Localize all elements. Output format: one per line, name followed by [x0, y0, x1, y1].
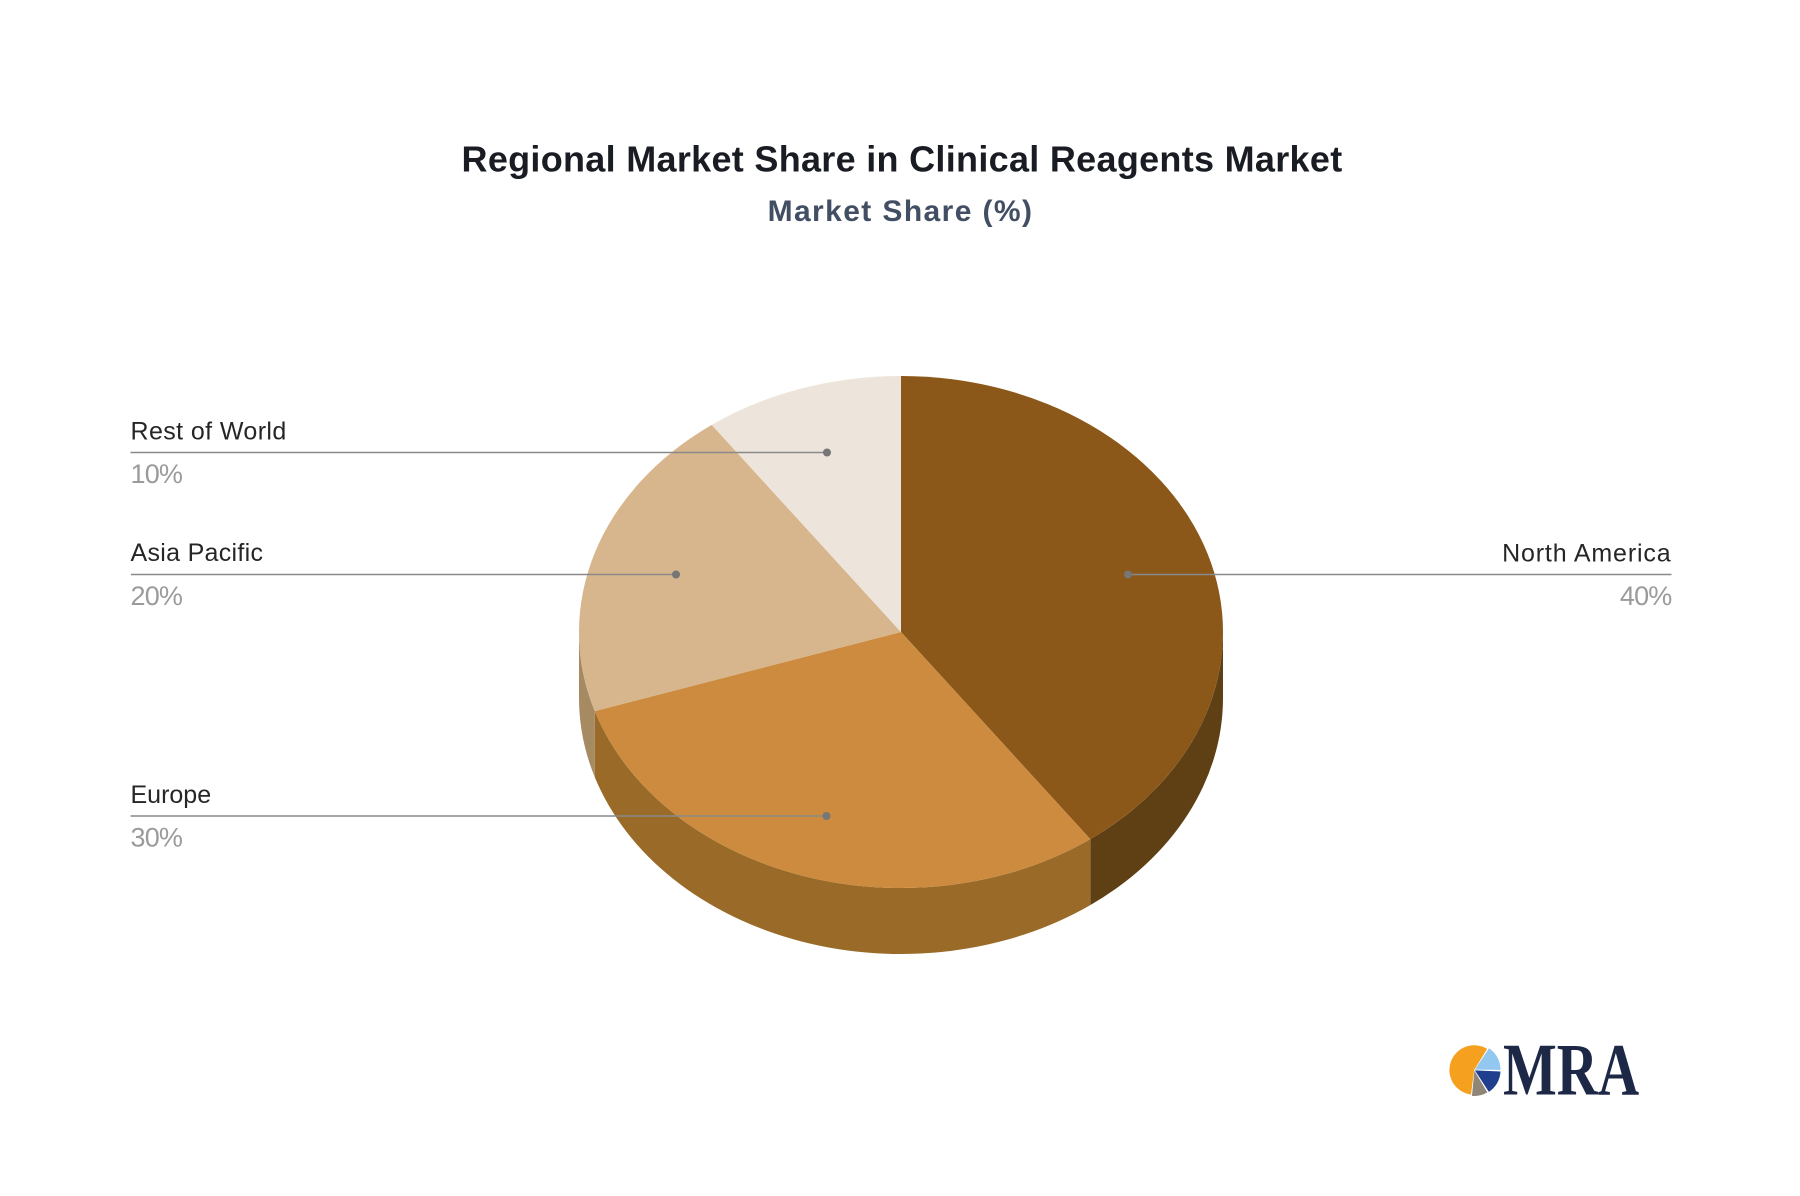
svg-text:30%: 30% — [131, 823, 183, 853]
svg-text:Regional Market Share in Clini: Regional Market Share in Clinical Reagen… — [462, 138, 1343, 179]
svg-text:40%: 40% — [1620, 581, 1672, 611]
svg-text:Europe: Europe — [131, 781, 212, 809]
svg-text:10%: 10% — [131, 459, 183, 489]
svg-text:Rest of World: Rest of World — [131, 418, 287, 446]
svg-text:MRA: MRA — [1503, 1029, 1639, 1111]
svg-text:Asia Pacific: Asia Pacific — [131, 539, 264, 567]
svg-text:North America: North America — [1502, 540, 1671, 568]
svg-text:Market Share (%): Market Share (%) — [768, 195, 1034, 228]
svg-text:20%: 20% — [131, 581, 183, 611]
